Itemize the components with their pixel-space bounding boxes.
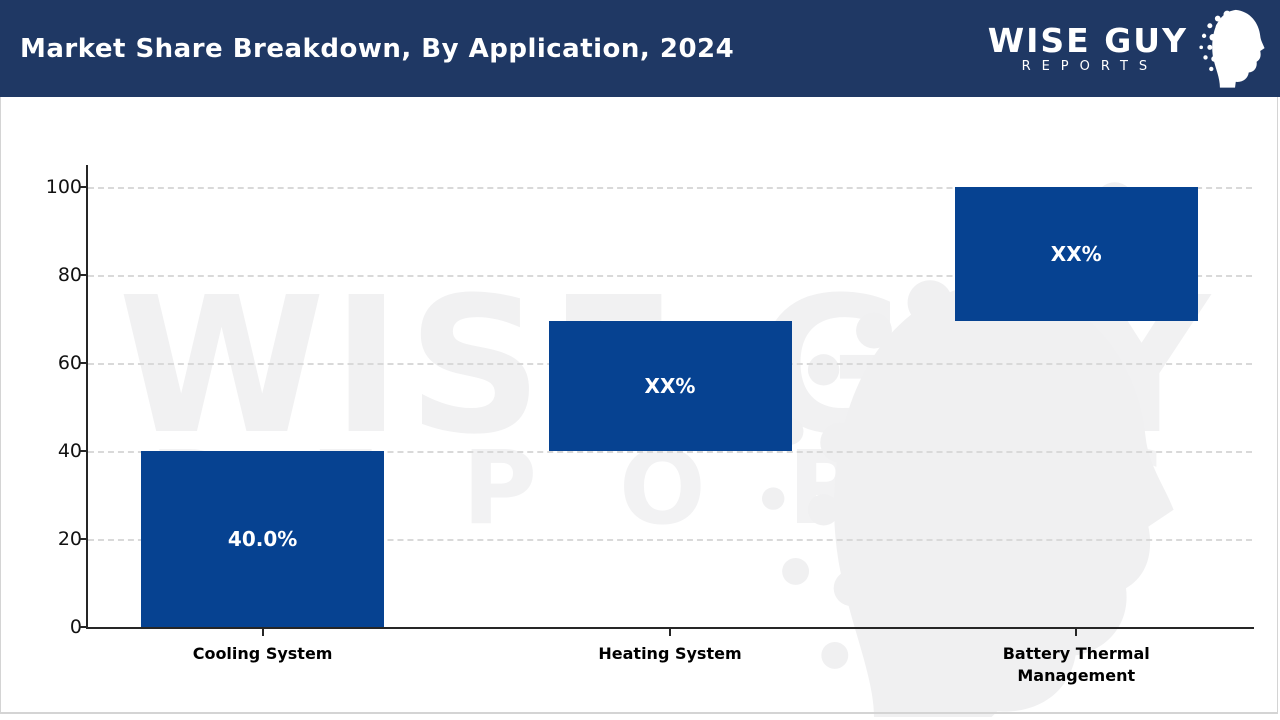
bar-0 [141, 451, 385, 627]
y-tick-label-0: 0 [69, 616, 82, 638]
header-bar: Market Share Breakdown, By Application, … [0, 0, 1280, 97]
y-tick-mark [79, 274, 86, 276]
y-tick-mark [79, 626, 86, 628]
y-tick-label-100: 100 [45, 176, 82, 198]
bar-value-label-0: 40.0% [227, 527, 298, 551]
y-tick-label-20: 20 [57, 528, 82, 550]
bar-value-label-1: XX% [644, 374, 696, 399]
x-category-label-1: Heating System [598, 644, 742, 663]
x-tick-mark [261, 629, 264, 636]
y-tick-label-80: 80 [57, 264, 82, 286]
logo-wordmark: WISE GUY [987, 20, 1188, 60]
gridline-100 [88, 187, 1252, 189]
logo-text: WISE GUY REPORTS [988, 24, 1188, 74]
chart-canvas: WISE GUY REPORTS [0, 97, 1280, 720]
y-tick-label-60: 60 [57, 352, 82, 374]
y-tick-label-40: 40 [57, 440, 82, 462]
gridline-40 [88, 451, 1252, 453]
bar-2 [954, 187, 1198, 322]
bar-1 [548, 321, 792, 451]
y-axis [86, 165, 88, 627]
y-tick-mark [79, 450, 86, 452]
x-tick-mark [1075, 629, 1078, 636]
frame-left [0, 97, 1, 712]
x-category-label-2: Battery Thermal Management [1002, 644, 1150, 685]
bar-value-label-2: XX% [1050, 242, 1102, 267]
x-tick-mark [669, 629, 671, 636]
y-tick-mark [79, 186, 86, 188]
plot-area: 40.0% XX% XX% [88, 187, 1252, 627]
x-axis [86, 627, 1254, 629]
y-tick-mark [79, 362, 86, 364]
gridline-80 [88, 275, 1252, 277]
wise-guy-reports-logo: WISE GUY REPORTS [988, 5, 1280, 93]
chart-title: Market Share Breakdown, By Application, … [20, 33, 735, 64]
face-profile-dots-icon [1194, 5, 1266, 93]
x-category-label-0: Cooling System [192, 644, 333, 663]
gridline-20 [88, 539, 1252, 541]
logo-subtext: REPORTS [1021, 58, 1159, 74]
frame-right [1277, 97, 1278, 712]
y-tick-mark [79, 538, 86, 540]
frame-bottom [0, 712, 1278, 714]
